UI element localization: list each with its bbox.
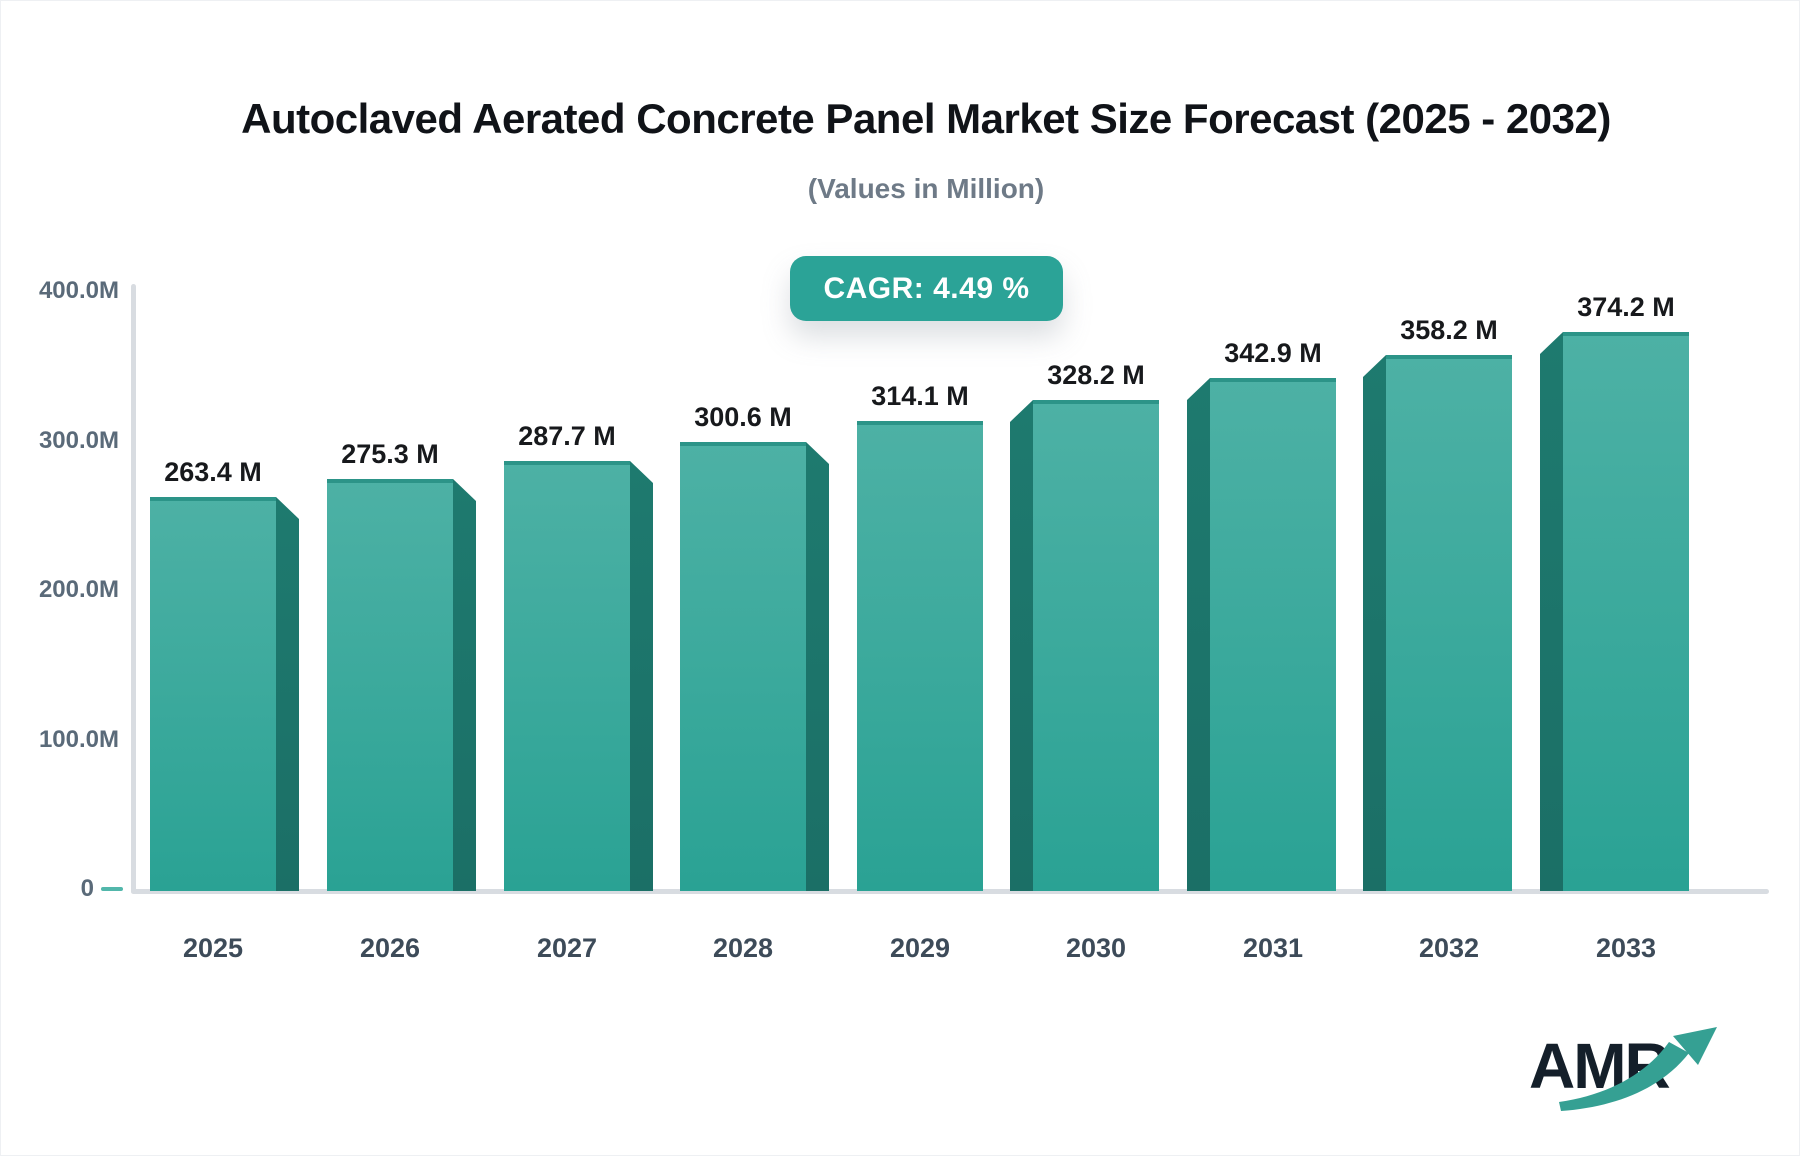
bar-2028-side-face [806, 442, 829, 891]
chart-title: Autoclaved Aerated Concrete Panel Market… [241, 95, 1611, 142]
bar-value-label-2026: 275.3 M [341, 439, 439, 469]
bar-2025-side-face [276, 497, 299, 891]
zero-tick-dash [101, 887, 123, 891]
bar-value-label-2030: 328.2 M [1047, 360, 1145, 390]
y-axis-line [131, 284, 136, 894]
bar-2030-side-face [1010, 400, 1033, 891]
x-axis-label-2030: 2030 [1065, 933, 1127, 963]
x-axis-line [131, 889, 1769, 894]
y-axis-tick-label: 400.0M [38, 277, 119, 304]
bar-2032[interactable] [1386, 355, 1512, 891]
bar-2032-side-face [1363, 355, 1386, 891]
bar-value-label-2028: 300.6 M [694, 402, 792, 432]
bar-2026-side-face [453, 479, 476, 891]
x-axis-label-2029: 2029 [889, 933, 951, 963]
x-axis-label-2032: 2032 [1418, 933, 1480, 963]
bar-2026[interactable] [327, 479, 453, 891]
amr-logo: AMR [1529, 1023, 1719, 1118]
bar-2029[interactable] [857, 421, 983, 891]
bar-value-label-2025: 263.4 M [164, 457, 262, 487]
growth-arrow-icon [1559, 1027, 1717, 1111]
bar-2033-side-face [1540, 332, 1563, 891]
cagr-badge-label: CAGR: 4.49 % [823, 271, 1030, 305]
bar-value-label-2031: 342.9 M [1224, 338, 1322, 368]
bar-2033[interactable] [1563, 332, 1689, 891]
bar-value-label-2032: 358.2 M [1400, 315, 1498, 345]
x-axis-label-2025: 2025 [182, 933, 244, 963]
y-axis-tick-label: 100.0M [38, 725, 119, 753]
bar-value-label-2029: 314.1 M [871, 381, 969, 411]
y-axis-tick-label: 200.0M [38, 576, 119, 603]
bar-2028[interactable] [680, 442, 806, 891]
y-axis-tick-label: 300.0M [38, 426, 119, 454]
x-axis-label-2026: 2026 [359, 933, 421, 963]
x-axis-label-2033: 2033 [1595, 933, 1657, 963]
bar-2031[interactable] [1210, 378, 1336, 891]
bar-value-label-2027: 287.7 M [518, 421, 616, 451]
x-axis-label-2031: 2031 [1242, 933, 1304, 963]
bar-2027-side-face [630, 461, 653, 891]
x-axis-label-2028: 2028 [712, 933, 774, 963]
cagr-badge: CAGR: 4.49 % [790, 256, 1063, 321]
y-axis-tick-label: 0 [80, 875, 94, 902]
x-axis-label-2027: 2027 [536, 933, 598, 963]
chart-subtitle: (Values in Million) [807, 173, 1045, 204]
bar-2030[interactable] [1033, 400, 1159, 891]
bar-2031-side-face [1187, 378, 1210, 891]
bar-2025[interactable] [150, 497, 276, 891]
bar-value-label-2033: 374.2 M [1577, 292, 1675, 322]
bar-2027[interactable] [504, 461, 630, 891]
